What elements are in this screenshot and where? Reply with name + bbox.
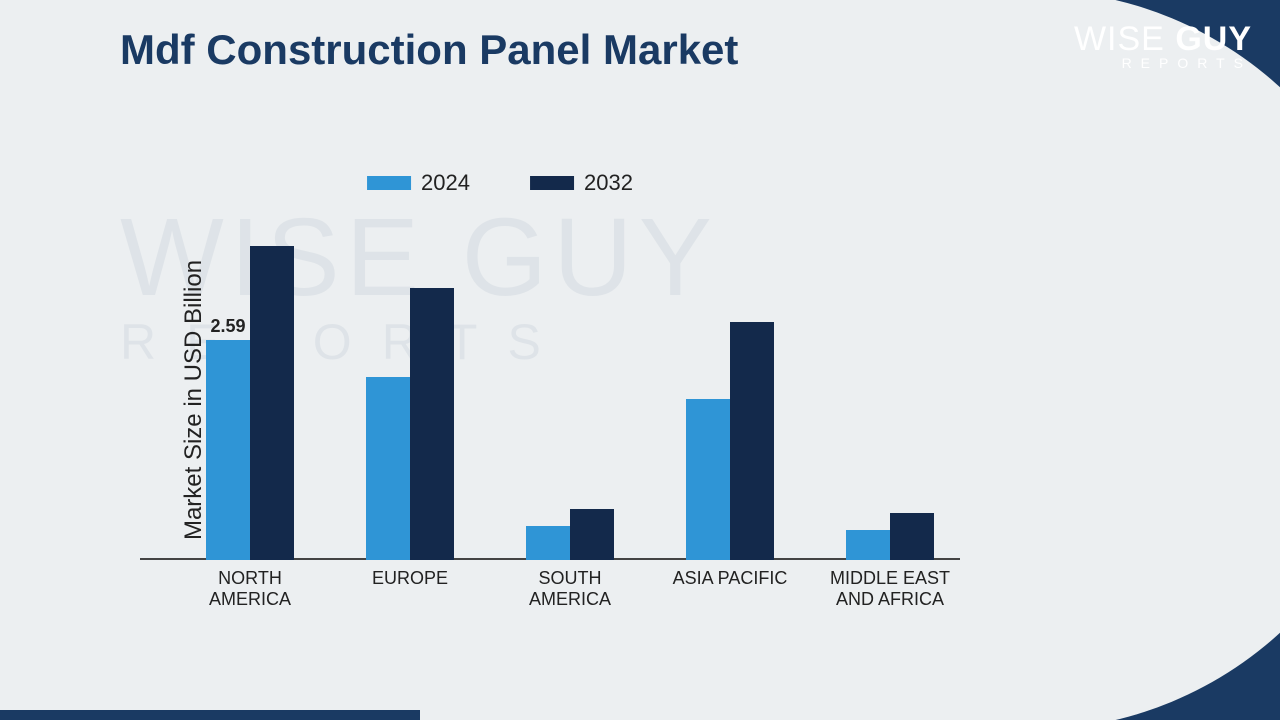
chart-area: Market Size in USD Billion 2024 2032 2.5… [40, 120, 960, 680]
bar-value-label: 2.59 [210, 316, 245, 337]
bar-2032 [570, 509, 614, 560]
category-label: MIDDLE EAST AND AFRICA [820, 568, 960, 609]
bar-2024 [366, 377, 410, 560]
brand-word-2: GUY [1175, 20, 1252, 58]
bar-2032 [410, 288, 454, 560]
category-label: SOUTH AMERICA [500, 568, 640, 609]
category-label: ASIA PACIFIC [660, 568, 800, 589]
brand-logo: WISE GUY REPORTS [1074, 20, 1252, 71]
bottom-accent-bar [0, 710, 420, 720]
bar-group: EUROPE [350, 288, 470, 560]
legend-label-2032: 2032 [584, 170, 633, 196]
legend-swatch-2024 [367, 176, 411, 190]
legend-swatch-2032 [530, 176, 574, 190]
legend-label-2024: 2024 [421, 170, 470, 196]
bar-group: ASIA PACIFIC [670, 322, 790, 560]
bar-2024 [686, 399, 730, 561]
bar-2024: 2.59 [206, 340, 250, 560]
legend-item-2032: 2032 [530, 170, 633, 196]
bar-group: MIDDLE EAST AND AFRICA [830, 513, 950, 560]
chart-title: Mdf Construction Panel Market [120, 26, 738, 74]
bar-group: 2.59NORTH AMERICA [190, 246, 310, 561]
category-label: NORTH AMERICA [180, 568, 320, 609]
plot-region: 2.59NORTH AMERICA EUROPE SOUTH AMERICA ASIA… [140, 220, 960, 560]
bar-2032 [250, 246, 294, 561]
brand-word-1: WISE [1074, 20, 1165, 58]
bar-2032 [730, 322, 774, 560]
legend: 2024 2032 [367, 170, 633, 196]
legend-item-2024: 2024 [367, 170, 470, 196]
bar-2024 [846, 530, 890, 560]
category-label: EUROPE [340, 568, 480, 589]
canvas: WISE GUY REPORTS Mdf Construction Panel … [0, 0, 1280, 720]
bar-2024 [526, 526, 570, 560]
bar-2032 [890, 513, 934, 560]
bar-group: SOUTH AMERICA [510, 509, 630, 560]
